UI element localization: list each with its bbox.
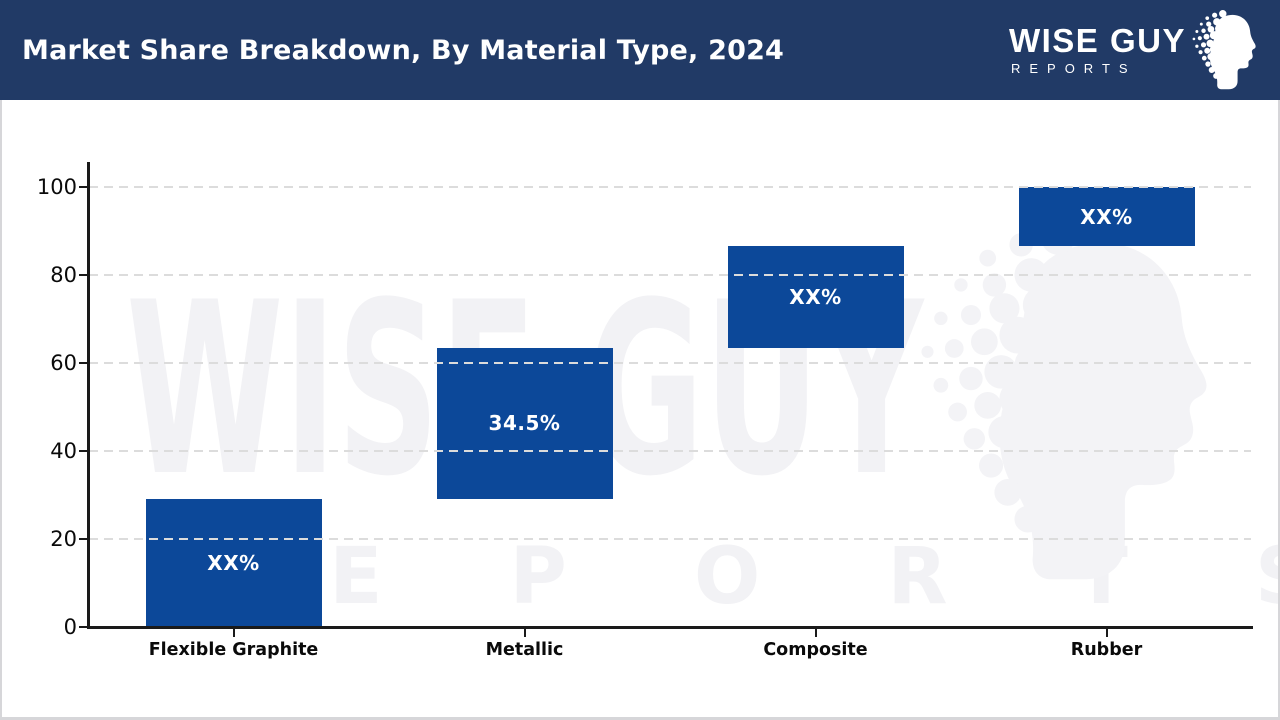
bar-value-label: 34.5%: [488, 411, 561, 436]
gridline-40: [89, 450, 1251, 452]
bar-composite: XX%: [727, 246, 904, 348]
page-border-right: [1278, 100, 1280, 720]
page-border-left: [0, 100, 2, 720]
y-tick-80: [79, 274, 88, 276]
bar-rubber: XX%: [1018, 187, 1195, 247]
page-border-bottom: [0, 717, 1280, 720]
x-axis-line: [87, 626, 1253, 629]
y-tick-label-80: 80: [50, 263, 77, 287]
y-tick-label-20: 20: [50, 527, 77, 551]
x-tick-1: [232, 628, 235, 637]
y-tick-label-0: 0: [63, 615, 77, 639]
y-tick-100: [79, 186, 88, 188]
x-tick-2: [523, 628, 526, 637]
gridline-80: [89, 274, 1251, 276]
bar-metallic: 34.5%: [436, 347, 613, 500]
y-tick-20: [79, 538, 88, 540]
x-category-label: Composite: [763, 640, 868, 660]
y-tick-60: [79, 362, 88, 364]
y-tick-label-100: 100: [36, 175, 77, 199]
y-tick-40: [79, 450, 88, 452]
y-tick-label-40: 40: [50, 439, 77, 463]
logo-text: WISE GUY REPORTS: [1009, 24, 1186, 76]
page-title: Market Share Breakdown, By Material Type…: [22, 34, 785, 66]
gridline-100: [89, 186, 1251, 188]
y-tick-0: [79, 626, 88, 628]
bar-value-label: XX%: [207, 551, 260, 576]
x-tick-4: [1105, 628, 1108, 637]
header: Market Share Breakdown, By Material Type…: [0, 0, 1280, 100]
x-tick-3: [814, 628, 817, 637]
gridline-60: [89, 362, 1251, 364]
logo-wiseguy-text: WISE GUY: [1008, 22, 1186, 59]
y-tick-label-60: 60: [50, 351, 77, 375]
x-category-label: Metallic: [485, 640, 564, 660]
x-category-label: Flexible Graphite: [148, 640, 319, 660]
bar-value-label: XX%: [789, 284, 842, 309]
x-category-label: Rubber: [1070, 640, 1143, 660]
wise-guy-reports-logo: WISE GUY REPORTS: [1009, 7, 1262, 93]
bar-flexible-graphite: XX%: [145, 499, 322, 627]
gridline-20: [89, 538, 1251, 540]
logo-reports-text: REPORTS: [1010, 61, 1137, 76]
y-axis-line: [87, 162, 90, 629]
bar-value-label: XX%: [1080, 204, 1133, 229]
